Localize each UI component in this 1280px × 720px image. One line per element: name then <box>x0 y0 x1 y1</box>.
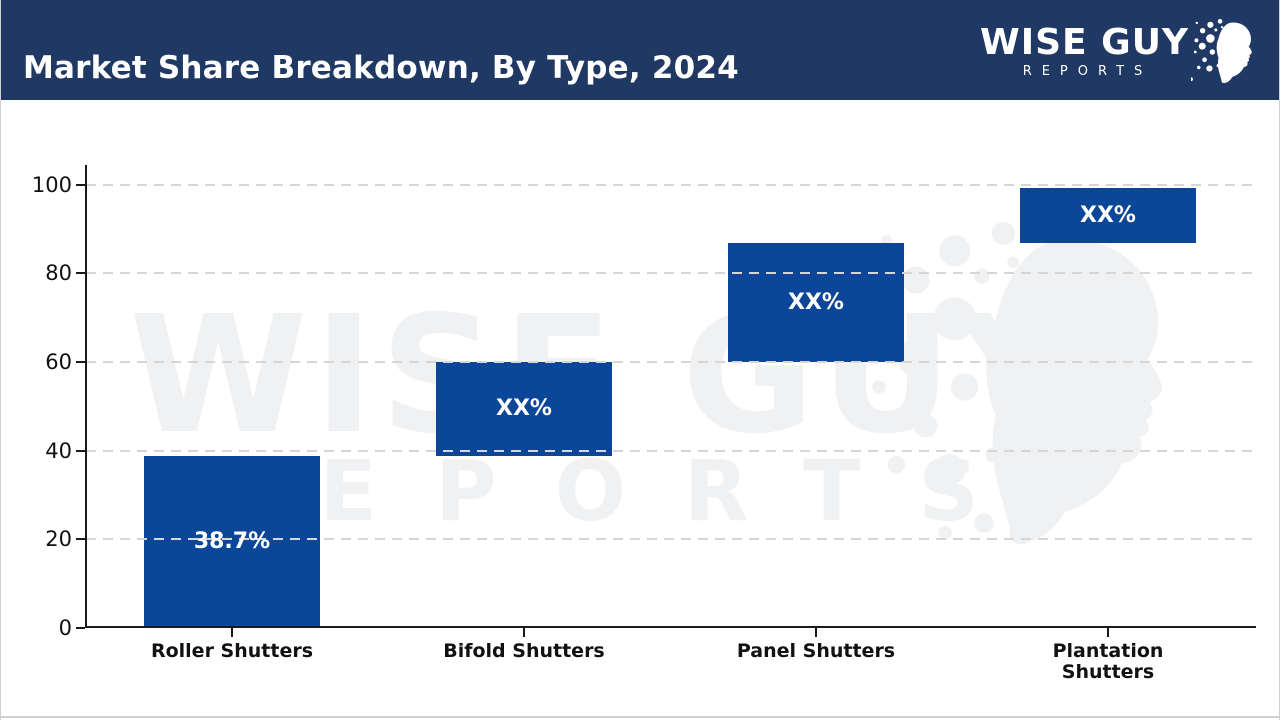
x-axis-tick <box>1107 628 1109 637</box>
page-title: Market Share Breakdown, By Type, 2024 <box>23 50 739 86</box>
x-axis-category-label: Panel Shutters <box>736 640 896 662</box>
wiseguy-face-icon <box>1191 19 1252 83</box>
x-axis-category-label: Plantation Shutters <box>1052 640 1164 683</box>
x-axis-tick <box>815 628 817 637</box>
y-axis-tick-label: 100 <box>31 172 72 197</box>
y-axis-tick <box>76 538 85 541</box>
y-axis-tick-label: 0 <box>58 616 72 640</box>
wiseguy-logo: WISE GUY REPORTS <box>980 16 1255 90</box>
y-axis-tick <box>76 183 85 186</box>
logo-brand-subtitle: REPORTS <box>1022 64 1153 79</box>
gridline-40 <box>86 449 1254 452</box>
header-bar: Market Share Breakdown, By Type, 2024 WI… <box>1 0 1279 100</box>
y-axis-tick-label: 80 <box>45 261 72 286</box>
wiseguy-logo-text: WISE GUY REPORTS <box>979 22 1189 80</box>
bar-plantation-shutters <box>1020 187 1196 244</box>
y-axis-tick <box>76 627 85 629</box>
y-axis-tick-label: 60 <box>45 349 72 374</box>
gridline-20 <box>86 538 1254 541</box>
bar-bifold-shutters <box>436 361 612 457</box>
bar-value-label: 38.7% <box>193 529 271 555</box>
x-axis-line <box>85 626 1256 628</box>
gridline-100 <box>86 183 1254 186</box>
x-axis-category-label: Roller Shutters <box>150 640 314 662</box>
y-axis-tick <box>76 360 85 363</box>
y-axis-tick-label: 40 <box>45 438 72 463</box>
bar-panel-shutters <box>728 243 904 362</box>
y-axis-line <box>85 165 87 628</box>
bar-value-label: XX% <box>496 396 552 422</box>
gridline-60 <box>86 360 1254 363</box>
bar-value-label: XX% <box>788 289 844 315</box>
y-axis-tick <box>76 449 85 452</box>
x-axis-category-label: Bifold Shutters <box>443 640 605 662</box>
y-axis-tick <box>76 272 85 275</box>
bar-roller-shutters <box>144 456 320 628</box>
logo-brand-name: WISE GUY <box>979 22 1189 63</box>
gridline-80 <box>86 272 1254 275</box>
bar-value-label: XX% <box>1080 202 1136 228</box>
x-axis-tick <box>523 628 525 637</box>
watermark-text-line2: REPORTS <box>197 442 1037 540</box>
bottom-divider <box>1 716 1279 718</box>
x-axis-tick <box>231 628 233 637</box>
y-axis-tick-label: 20 <box>45 527 72 552</box>
